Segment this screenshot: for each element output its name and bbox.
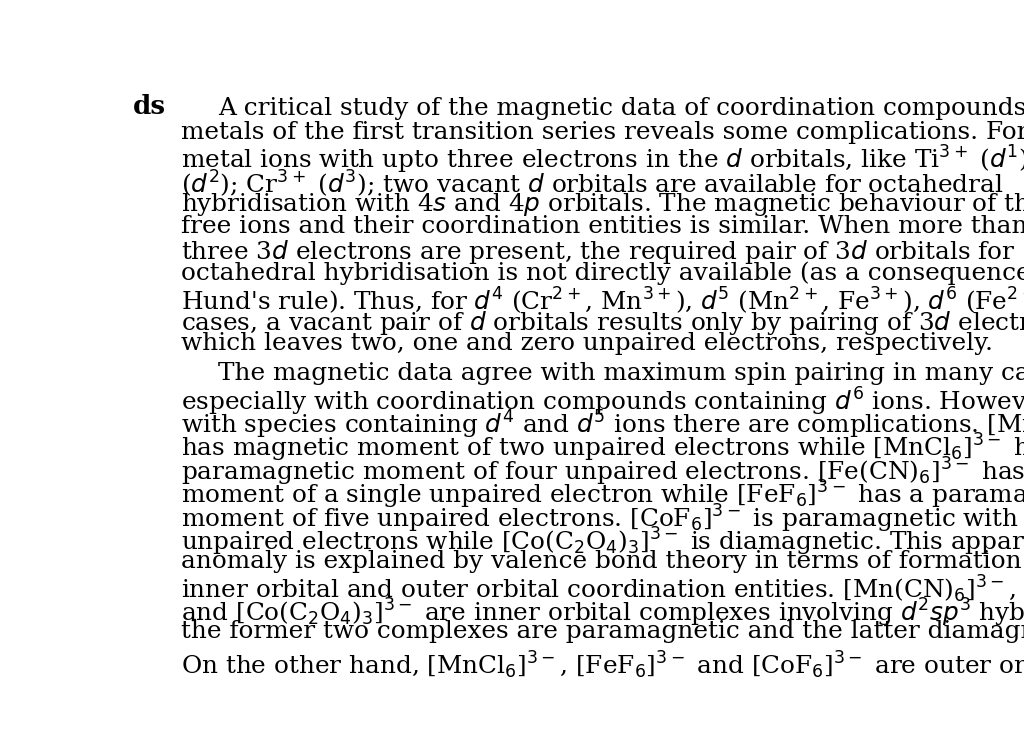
Text: Hund's rule). Thus, for $d^4$ (Cr$^{2+}$, Mn$^{3+}$), $d^5$ (Mn$^{2+}$, Fe$^{3+}: Hund's rule). Thus, for $d^4$ (Cr$^{2+}$… (180, 286, 1024, 316)
Text: with species containing $d^4$ and $d^5$ ions there are complications. [Mn(CN)$_6: with species containing $d^4$ and $d^5$ … (180, 409, 1024, 441)
Text: metals of the first transition series reveals some complications. For: metals of the first transition series re… (180, 121, 1024, 144)
Text: moment of a single unpaired electron while [FeF$_6$]$^{3-}$ has a paramagnetic: moment of a single unpaired electron whi… (180, 479, 1024, 512)
Text: ds: ds (133, 94, 166, 119)
Text: and [Co(C$_2$O$_4$)$_3$]$^{3-}$ are inner orbital complexes involving $d^2sp^3$ : and [Co(C$_2$O$_4$)$_3$]$^{3-}$ are inne… (180, 597, 1024, 629)
Text: The magnetic data agree with maximum spin pairing in many cases,: The magnetic data agree with maximum spi… (218, 362, 1024, 385)
Text: cases, a vacant pair of $d$ orbitals results only by pairing of 3$d$ electrons: cases, a vacant pair of $d$ orbitals res… (180, 309, 1024, 337)
Text: metal ions with upto three electrons in the $d$ orbitals, like Ti$^{3+}$ ($d^1$): metal ions with upto three electrons in … (180, 145, 1024, 176)
Text: has magnetic moment of two unpaired electrons while [MnCl$_6$]$^{3-}$ has a: has magnetic moment of two unpaired elec… (180, 432, 1024, 465)
Text: anomaly is explained by valence bond theory in terms of formation of: anomaly is explained by valence bond the… (180, 550, 1024, 573)
Text: hybridisation with 4$s$ and 4$p$ orbitals. The magnetic behaviour of these: hybridisation with 4$s$ and 4$p$ orbital… (180, 192, 1024, 218)
Text: three 3$d$ electrons are present, the required pair of 3$d$ orbitals for: three 3$d$ electrons are present, the re… (180, 239, 1016, 266)
Text: octahedral hybridisation is not directly available (as a consequence of: octahedral hybridisation is not directly… (180, 262, 1024, 286)
Text: On the other hand, [MnCl$_6$]$^{3-}$, [FeF$_6$]$^{3-}$ and [CoF$_6$]$^{3-}$ are : On the other hand, [MnCl$_6$]$^{3-}$, [F… (180, 650, 1024, 681)
Text: free ions and their coordination entities is similar. When more than: free ions and their coordination entitie… (180, 215, 1024, 238)
Text: moment of five unpaired electrons. [CoF$_6$]$^{3-}$ is paramagnetic with four: moment of five unpaired electrons. [CoF$… (180, 503, 1024, 535)
Text: ($d^2$); Cr$^{3+}$ ($d^3$); two vacant $d$ orbitals are available for octahedral: ($d^2$); Cr$^{3+}$ ($d^3$); two vacant $… (180, 168, 1004, 199)
Text: which leaves two, one and zero unpaired electrons, respectively.: which leaves two, one and zero unpaired … (180, 333, 992, 355)
Text: especially with coordination compounds containing $d^6$ ions. However,: especially with coordination compounds c… (180, 385, 1024, 418)
Text: A critical study of the magnetic data of coordination compounds of: A critical study of the magnetic data of… (218, 98, 1024, 120)
Text: unpaired electrons while [Co(C$_2$O$_4$)$_3$]$^{3-}$ is diamagnetic. This appare: unpaired electrons while [Co(C$_2$O$_4$)… (180, 526, 1024, 559)
Text: inner orbital and outer orbital coordination entities. [Mn(CN)$_6$]$^{3-}$, [Fe(: inner orbital and outer orbital coordina… (180, 573, 1024, 605)
Text: the former two complexes are paramagnetic and the latter diamagnetic.: the former two complexes are paramagneti… (180, 620, 1024, 643)
Text: paramagnetic moment of four unpaired electrons. [Fe(CN)$_6$]$^{3-}$ has magnetic: paramagnetic moment of four unpaired ele… (180, 456, 1024, 488)
